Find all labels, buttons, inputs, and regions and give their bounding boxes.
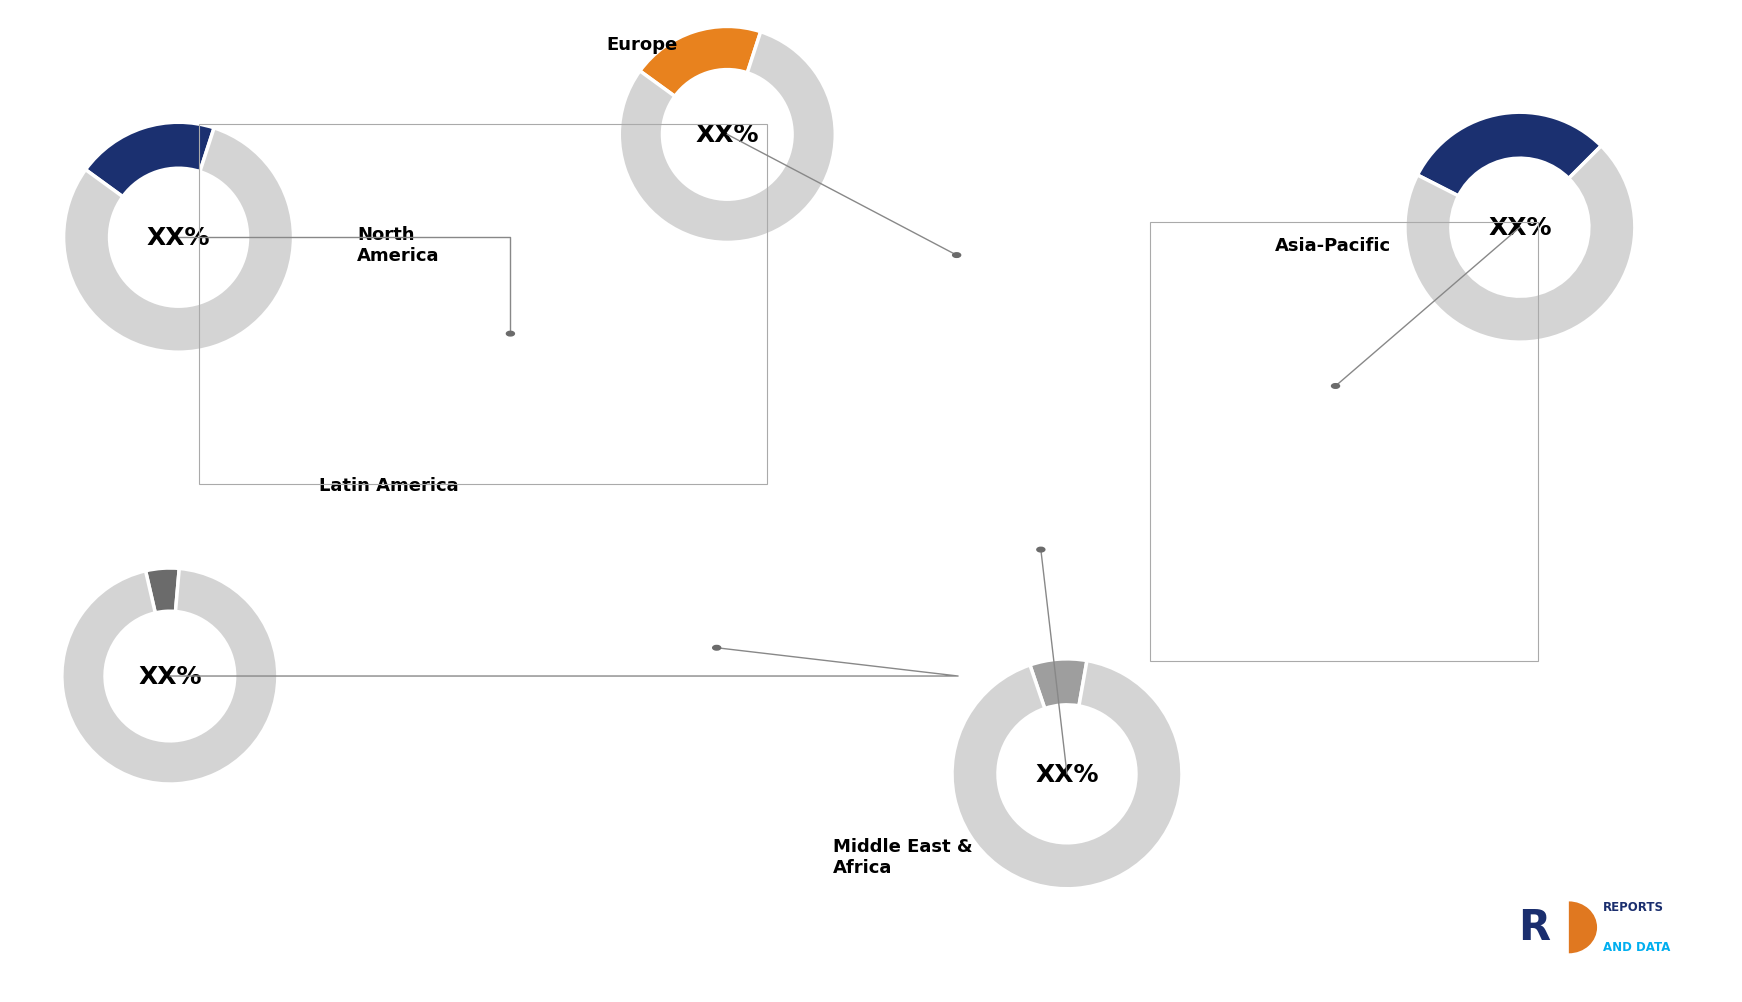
Text: Asia-Pacific: Asia-Pacific: [1275, 236, 1392, 255]
Wedge shape: [1030, 659, 1087, 708]
Text: XX%: XX%: [1488, 216, 1552, 239]
Wedge shape: [85, 123, 214, 197]
Text: Latin America: Latin America: [319, 477, 458, 495]
Text: XX%: XX%: [146, 226, 211, 249]
Wedge shape: [1570, 902, 1597, 953]
Wedge shape: [1406, 146, 1634, 343]
Text: North
America: North America: [357, 226, 439, 265]
Wedge shape: [63, 128, 294, 353]
Wedge shape: [620, 33, 836, 243]
Wedge shape: [639, 27, 761, 97]
Text: Europe: Europe: [606, 36, 678, 54]
Text: AND DATA: AND DATA: [1603, 940, 1671, 953]
Text: XX%: XX%: [695, 123, 760, 147]
Text: XX%: XX%: [1035, 763, 1099, 786]
Wedge shape: [953, 661, 1181, 889]
Wedge shape: [146, 568, 179, 613]
Text: XX%: XX%: [138, 664, 202, 688]
Text: Middle East &
Africa: Middle East & Africa: [833, 838, 972, 876]
Wedge shape: [1418, 113, 1601, 196]
Text: R: R: [1519, 907, 1550, 949]
Text: REPORTS: REPORTS: [1603, 900, 1664, 913]
Wedge shape: [63, 569, 277, 785]
